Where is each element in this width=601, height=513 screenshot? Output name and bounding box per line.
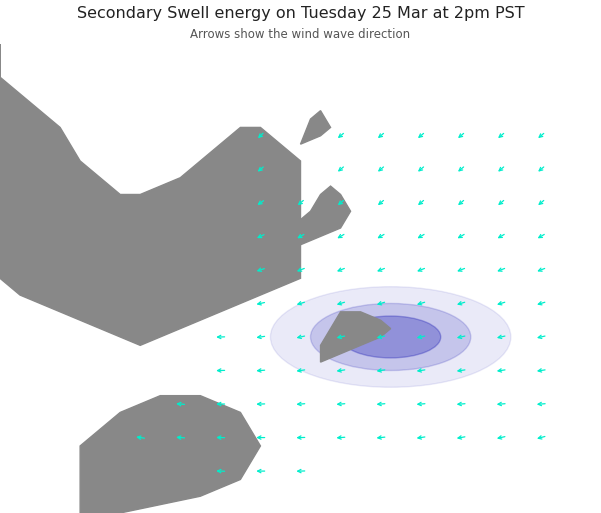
- Polygon shape: [300, 111, 331, 144]
- Ellipse shape: [270, 287, 511, 387]
- Ellipse shape: [311, 304, 471, 370]
- Polygon shape: [0, 44, 300, 345]
- Ellipse shape: [341, 316, 441, 358]
- Text: Secondary Swell energy on Tuesday 25 Mar at 2pm PST: Secondary Swell energy on Tuesday 25 Mar…: [77, 6, 524, 21]
- Text: Arrows show the wind wave direction: Arrows show the wind wave direction: [191, 28, 410, 41]
- Polygon shape: [80, 396, 260, 513]
- Polygon shape: [320, 312, 391, 362]
- Polygon shape: [290, 186, 350, 245]
